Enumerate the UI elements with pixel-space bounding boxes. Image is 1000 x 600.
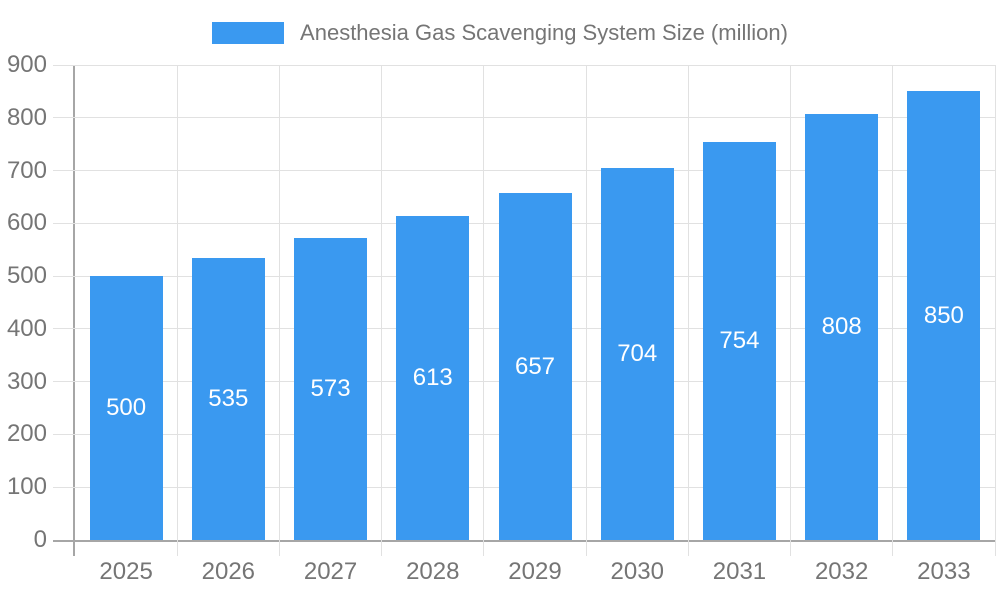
bar-2030[interactable]: 704 xyxy=(600,168,674,540)
y-axis-label: 700 xyxy=(6,156,47,184)
y-axis-label: 0 xyxy=(33,526,47,554)
bar-2031[interactable]: 754 xyxy=(702,142,776,540)
x-axis-label: 2029 xyxy=(508,558,562,585)
gridline-900 xyxy=(75,64,995,66)
chart-title: Anesthesia Gas Scavenging System Size (m… xyxy=(300,20,788,45)
x-axis-label: 2026 xyxy=(201,558,256,585)
plot-area: 0 100 200 300 400 500 600 700 800 900 500 2025 535 20… xyxy=(7,51,996,585)
x-axis-label: 2030 xyxy=(610,558,664,585)
y-axis-tick-400 xyxy=(53,328,75,330)
category-gridline xyxy=(790,65,792,556)
y-axis-tick-600 xyxy=(53,222,75,224)
bar-value-label: 704 xyxy=(617,340,658,368)
legend-swatch-icon xyxy=(212,22,285,44)
category-gridline xyxy=(176,65,178,556)
bar-2032[interactable]: 808 xyxy=(805,113,879,540)
category-gridline xyxy=(278,65,280,556)
y-axis-tick-900 xyxy=(53,64,75,66)
bar-2025[interactable]: 500 xyxy=(89,276,163,540)
y-axis-tick-300 xyxy=(53,381,75,383)
x-axis-label: 2025 xyxy=(99,558,153,585)
y-axis-tick-100 xyxy=(53,486,75,488)
category-gridline xyxy=(381,65,383,556)
bar-value-label: 808 xyxy=(821,312,862,340)
bar-2029[interactable]: 657 xyxy=(498,193,572,540)
y-axis-tick-0 xyxy=(53,539,75,542)
y-axis-label: 900 xyxy=(6,51,47,79)
bar-value-label: 535 xyxy=(208,384,249,412)
y-axis-label: 400 xyxy=(6,315,47,343)
y-axis-tick-200 xyxy=(53,433,75,435)
bar-2026[interactable]: 535 xyxy=(191,257,265,540)
y-axis-label: 300 xyxy=(6,367,47,395)
bar-value-label: 573 xyxy=(310,374,351,402)
bar-2027[interactable]: 573 xyxy=(294,237,368,540)
y-axis-label: 200 xyxy=(6,420,47,448)
y-axis-label: 600 xyxy=(6,209,47,237)
y-axis-tick-800 xyxy=(53,117,75,119)
legend: Anesthesia Gas Scavenging System Size (m… xyxy=(0,20,1000,46)
y-axis-tick-500 xyxy=(53,275,75,277)
x-axis-label: 2028 xyxy=(406,558,460,585)
x-axis-label: 2032 xyxy=(814,558,869,585)
bar-2028[interactable]: 613 xyxy=(396,216,470,540)
category-gridline xyxy=(687,65,689,556)
bar-value-label: 657 xyxy=(514,352,556,380)
category-gridline xyxy=(892,65,894,556)
y-axis-label: 800 xyxy=(6,103,47,131)
bar-2033[interactable]: 850 xyxy=(907,91,981,540)
x-axis-origin-tick xyxy=(73,540,75,556)
bar-value-label: 500 xyxy=(106,394,147,422)
x-axis-label: 2033 xyxy=(917,558,971,585)
gridline-800 xyxy=(75,117,995,119)
bar-value-label: 613 xyxy=(412,364,453,392)
category-gridline xyxy=(994,65,996,556)
y-axis-label: 500 xyxy=(6,262,47,290)
bar-value-label: 850 xyxy=(923,301,964,329)
y-axis-tick-700 xyxy=(53,170,75,172)
y-axis-label: 100 xyxy=(6,473,47,501)
category-gridline xyxy=(585,65,587,556)
gridline-700 xyxy=(75,170,995,172)
x-axis-label: 2027 xyxy=(303,558,358,585)
bar-value-label: 754 xyxy=(719,327,760,355)
x-axis-label: 2031 xyxy=(712,558,767,585)
category-gridline xyxy=(483,65,485,556)
